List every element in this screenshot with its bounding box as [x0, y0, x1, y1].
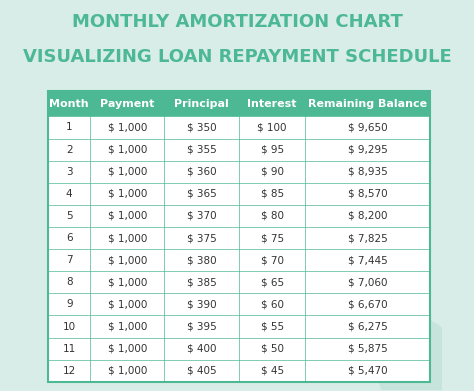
Text: MONTHLY AMORTIZATION CHART: MONTHLY AMORTIZATION CHART: [72, 13, 402, 31]
Text: $ 5,875: $ 5,875: [347, 344, 387, 354]
Text: 2: 2: [66, 145, 73, 154]
Text: $ 1,000: $ 1,000: [108, 211, 147, 221]
Text: $ 360: $ 360: [187, 167, 217, 177]
Text: 3: 3: [66, 167, 73, 177]
Text: $ 400: $ 400: [187, 344, 217, 354]
Text: Month: Month: [49, 99, 89, 109]
Text: Payment: Payment: [100, 99, 155, 109]
Text: $ 355: $ 355: [187, 145, 217, 154]
Text: $ 45: $ 45: [261, 366, 284, 376]
Text: $ 1,000: $ 1,000: [108, 189, 147, 199]
Ellipse shape: [376, 318, 458, 391]
Text: $ 80: $ 80: [261, 211, 284, 221]
Text: 12: 12: [63, 366, 76, 376]
Text: $ 395: $ 395: [187, 321, 217, 332]
Text: 4: 4: [66, 189, 73, 199]
Text: $ 380: $ 380: [187, 255, 217, 265]
Text: $ 6,275: $ 6,275: [347, 321, 387, 332]
FancyBboxPatch shape: [48, 91, 429, 382]
Text: $ 90: $ 90: [261, 167, 284, 177]
Text: $ 7,060: $ 7,060: [348, 277, 387, 287]
Text: $ 1,000: $ 1,000: [108, 255, 147, 265]
Text: $ 370: $ 370: [187, 211, 217, 221]
Text: $ 1,000: $ 1,000: [108, 233, 147, 243]
Text: $ 85: $ 85: [261, 189, 284, 199]
Text: $ 75: $ 75: [261, 233, 284, 243]
Text: Principal: Principal: [174, 99, 229, 109]
Text: 10: 10: [63, 321, 76, 332]
Text: 6: 6: [66, 233, 73, 243]
Text: $ 8,200: $ 8,200: [348, 211, 387, 221]
Text: $ 7,445: $ 7,445: [347, 255, 387, 265]
Text: 8: 8: [66, 277, 73, 287]
Text: $ 1,000: $ 1,000: [108, 366, 147, 376]
Text: $ 5,470: $ 5,470: [347, 366, 387, 376]
Text: $ 365: $ 365: [187, 189, 217, 199]
Text: $ 100: $ 100: [257, 122, 287, 133]
Text: $ 9,650: $ 9,650: [347, 122, 387, 133]
Text: $ 8,570: $ 8,570: [347, 189, 387, 199]
Text: $ 1,000: $ 1,000: [108, 122, 147, 133]
Text: $ 1,000: $ 1,000: [108, 167, 147, 177]
Text: 5: 5: [66, 211, 73, 221]
Text: $ 405: $ 405: [187, 366, 217, 376]
Text: $ 9,295: $ 9,295: [347, 145, 387, 154]
Text: $ 55: $ 55: [261, 321, 284, 332]
Text: $ 1,000: $ 1,000: [108, 300, 147, 309]
Text: $ 8,935: $ 8,935: [347, 167, 387, 177]
Text: $ 6,670: $ 6,670: [347, 300, 387, 309]
Text: Remaining Balance: Remaining Balance: [308, 99, 427, 109]
Text: $ 50: $ 50: [261, 344, 284, 354]
Text: $ 70: $ 70: [261, 255, 284, 265]
Text: $ 1,000: $ 1,000: [108, 321, 147, 332]
Text: $ 95: $ 95: [261, 145, 284, 154]
Text: $ 385: $ 385: [187, 277, 217, 287]
Text: VISUALIZING LOAN REPAYMENT SCHEDULE: VISUALIZING LOAN REPAYMENT SCHEDULE: [23, 48, 451, 66]
Text: $ 60: $ 60: [261, 300, 284, 309]
Text: $ 1,000: $ 1,000: [108, 277, 147, 287]
Text: $ 65: $ 65: [261, 277, 284, 287]
Text: 9: 9: [66, 300, 73, 309]
Text: $ 1,000: $ 1,000: [108, 145, 147, 154]
Text: $ 390: $ 390: [187, 300, 217, 309]
Text: Interest: Interest: [247, 99, 297, 109]
Text: $ 375: $ 375: [187, 233, 217, 243]
Text: $ 7,825: $ 7,825: [347, 233, 387, 243]
Text: 1: 1: [66, 122, 73, 133]
FancyBboxPatch shape: [48, 91, 429, 117]
Text: 7: 7: [66, 255, 73, 265]
Text: $ 1,000: $ 1,000: [108, 344, 147, 354]
Text: 11: 11: [63, 344, 76, 354]
Text: $ 350: $ 350: [187, 122, 217, 133]
